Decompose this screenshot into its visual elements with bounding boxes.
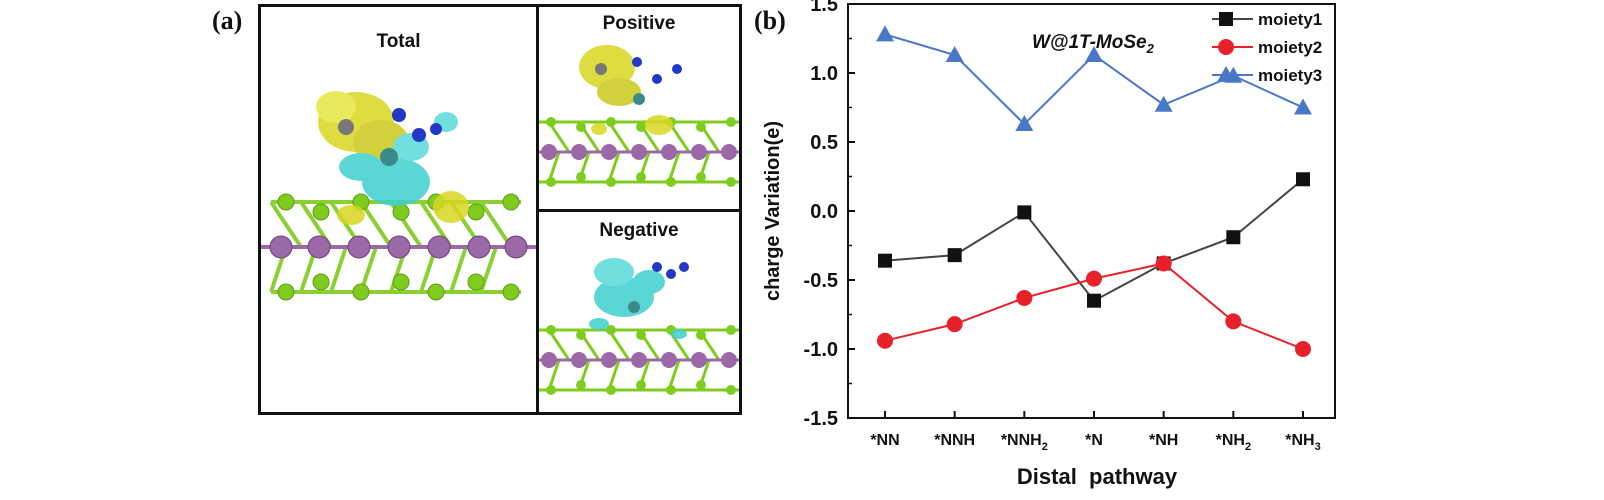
y-tick-label: 0.5 [810,132,838,154]
total-panel: Total [258,4,539,415]
x-tick-label: *NH2 [1216,432,1251,453]
panel-a-label: (a) [212,6,243,35]
y-tick-label: -1.0 [804,339,838,361]
moiety1-point [1296,172,1310,187]
moiety3-legend-label: moiety3 [1258,66,1322,85]
y-axis-label: charge Variation(e) [762,121,784,301]
moiety1-point [1226,230,1241,245]
total-structure-illustration [261,91,536,301]
moiety2-point [1155,255,1172,272]
y-tick-label: -1.5 [804,408,838,430]
moiety2-series [877,255,1311,357]
x-tick-label: *NNH2 [1001,432,1048,453]
moiety2-point [946,316,963,333]
x-tick-label: *NNH [934,432,975,449]
moiety2-legend-marker [1218,39,1234,55]
x-tick-label: *NN [870,432,899,449]
moiety3-point [1085,46,1103,63]
moiety3-point [945,46,964,63]
y-tick-label: 0.0 [810,201,838,223]
positive-label: Positive [602,13,676,34]
moiety1-legend-marker [1219,12,1233,26]
moiety3-point [876,25,894,42]
moiety2-point [1225,313,1242,330]
chart-title: W@1T-MoSe2 [1032,32,1155,56]
charge-variation-chart: -1.5 -1.0 -0.5 0.0 0.5 1.0 1.5 *NN *NNH *NNH2 *N *… [762,0,1336,489]
negative-label: Negative [599,220,679,241]
panel-b-label: (b) [754,6,786,35]
y-tick-label: -0.5 [804,270,838,292]
y-tick-label: 1.5 [810,0,838,16]
positive-structure-illustration [539,45,739,187]
moiety2-point [1016,289,1033,306]
x-axis-label: Distal pathway [1017,464,1178,489]
total-label: Total [376,31,421,52]
moiety1-point [878,253,892,268]
moiety1-series [878,172,1310,308]
negative-panel: Negative [536,209,742,415]
moiety3-legend-marker [1217,66,1235,82]
negative-structure-illustration [539,258,739,395]
moiety1-point [947,248,962,263]
moiety2-point [1086,270,1102,287]
y-tick-label: 1.0 [810,63,838,85]
moiety3-point [1154,95,1173,112]
moiety3-point [1294,98,1312,115]
moiety2-point [877,332,893,349]
x-tick-label: *NH3 [1285,432,1320,453]
x-tick-label: *NH [1149,432,1178,449]
positive-panel: Positive [536,4,742,212]
moiety1-point [1087,293,1101,308]
moiety1-legend-label: moiety1 [1258,10,1322,29]
moiety2-point [1295,341,1311,357]
x-tick-label: *N [1085,432,1103,449]
moiety1-point [1017,205,1032,220]
moiety3-point [1015,115,1034,132]
moiety2-legend-label: moiety2 [1258,38,1322,57]
